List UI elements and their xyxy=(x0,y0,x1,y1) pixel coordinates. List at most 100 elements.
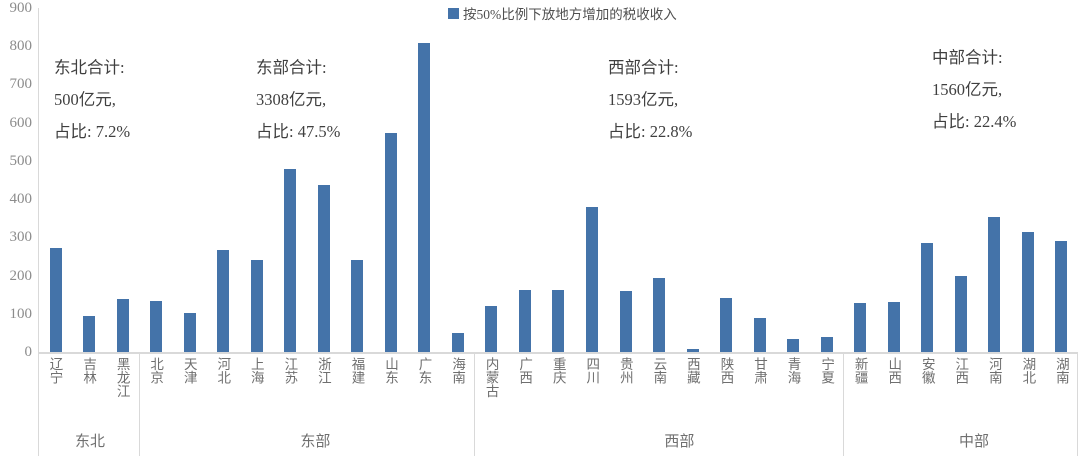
category-label: 西藏 xyxy=(684,357,700,384)
category-tick: 浙江 xyxy=(306,353,340,425)
category-label: 广东 xyxy=(416,357,432,384)
category-label: 宁夏 xyxy=(819,357,835,384)
bar[interactable] xyxy=(183,313,196,352)
category-tick: 江苏 xyxy=(273,353,307,425)
group-label: 东北 xyxy=(74,434,105,450)
bar[interactable] xyxy=(317,184,330,352)
bar[interactable] xyxy=(150,301,163,352)
category-tick: 吉林 xyxy=(72,353,106,425)
category-tick: 贵州 xyxy=(608,353,642,425)
bar[interactable] xyxy=(217,249,230,352)
bar[interactable] xyxy=(83,316,96,352)
bar-slot xyxy=(73,8,107,352)
bar[interactable] xyxy=(753,317,766,352)
bar[interactable] xyxy=(284,168,297,352)
category-label: 云南 xyxy=(651,357,667,384)
bar-slot xyxy=(307,8,341,352)
category-tick: 河北 xyxy=(206,353,240,425)
y-tick-label: 900 xyxy=(9,0,33,16)
category-label: 重庆 xyxy=(550,357,566,384)
group-separator xyxy=(474,353,476,456)
bar[interactable] xyxy=(586,207,598,352)
bar[interactable] xyxy=(988,216,1001,352)
bar[interactable] xyxy=(619,291,632,352)
group-cell: 东部 xyxy=(142,425,489,456)
bar-slot xyxy=(977,8,1011,352)
bar[interactable] xyxy=(384,133,397,352)
bar-slot xyxy=(709,8,743,352)
bar[interactable] xyxy=(820,337,833,352)
group-label: 西部 xyxy=(664,434,695,450)
bar-slot xyxy=(877,8,911,352)
bar[interactable] xyxy=(1055,240,1068,352)
category-label: 吉林 xyxy=(81,357,97,384)
bar[interactable] xyxy=(887,301,900,352)
bar[interactable] xyxy=(552,290,565,352)
category-label: 广西 xyxy=(517,357,533,384)
bar[interactable] xyxy=(518,290,531,352)
category-label: 黑龙江 xyxy=(114,357,130,398)
bar[interactable] xyxy=(653,277,666,352)
bar-slot xyxy=(508,8,542,352)
category-tick: 云南 xyxy=(642,353,676,425)
bar-slot xyxy=(475,8,509,352)
category-label: 内蒙古 xyxy=(483,357,499,398)
annotation-line-2: 500亿元, xyxy=(54,90,116,110)
bar[interactable] xyxy=(351,259,364,352)
annotation-line-3: 占比: 7.2% xyxy=(54,122,131,142)
annotation-line-2: 1593亿元, xyxy=(608,90,679,110)
bar-slot xyxy=(810,8,844,352)
category-label: 河南 xyxy=(986,357,1002,384)
bar[interactable] xyxy=(1021,231,1034,352)
category-tick: 青海 xyxy=(776,353,810,425)
group-separator xyxy=(1077,353,1078,456)
category-tick: 海南 xyxy=(441,353,475,425)
bar-slot xyxy=(374,8,408,352)
bar-slot xyxy=(642,8,676,352)
bar-slot xyxy=(776,8,810,352)
bar[interactable] xyxy=(921,243,934,352)
bar-slot xyxy=(441,8,475,352)
category-tick: 四川 xyxy=(575,353,609,425)
category-tick: 湖北 xyxy=(1011,353,1045,425)
category-tick: 江西 xyxy=(944,353,978,425)
category-label: 青海 xyxy=(785,357,801,384)
bar-slot xyxy=(39,8,73,352)
bar-slot xyxy=(843,8,877,352)
category-label: 山西 xyxy=(886,357,902,384)
bar[interactable] xyxy=(485,305,498,352)
category-tick: 山东 xyxy=(373,353,407,425)
bar[interactable] xyxy=(49,247,62,352)
category-tick: 北京 xyxy=(139,353,173,425)
bar[interactable] xyxy=(686,348,699,352)
group-cell: 中部 xyxy=(870,425,1078,456)
category-tick: 山西 xyxy=(877,353,911,425)
bar[interactable] xyxy=(418,43,431,352)
annotation-line-2: 3308亿元, xyxy=(256,90,327,110)
legend-color-swatch xyxy=(448,7,459,19)
bar[interactable] xyxy=(720,297,733,352)
axis-divider xyxy=(38,353,1078,354)
bar[interactable] xyxy=(250,259,263,352)
category-tick: 湖南 xyxy=(1044,353,1078,425)
annotation-line-2: 1560亿元, xyxy=(932,80,1003,100)
bar[interactable] xyxy=(954,276,967,352)
bar-slot xyxy=(106,8,140,352)
bar[interactable] xyxy=(116,299,129,352)
annotation-line-1: 东北合计: xyxy=(54,58,125,77)
category-label: 辽宁 xyxy=(47,357,63,384)
bar-slot xyxy=(140,8,174,352)
y-tick-label: 600 xyxy=(9,114,33,131)
bar[interactable] xyxy=(854,303,867,352)
category-label: 海南 xyxy=(450,357,466,384)
group-cell: 西部 xyxy=(489,425,870,456)
category-tick: 辽宁 xyxy=(38,353,72,425)
bar-slot xyxy=(910,8,944,352)
category-tick: 广西 xyxy=(508,353,542,425)
category-tick: 陕西 xyxy=(709,353,743,425)
bar[interactable] xyxy=(787,339,800,352)
bar[interactable] xyxy=(451,332,464,352)
group-label: 中部 xyxy=(958,434,989,450)
y-tick-label: 700 xyxy=(9,76,33,93)
category-tick: 福建 xyxy=(340,353,374,425)
